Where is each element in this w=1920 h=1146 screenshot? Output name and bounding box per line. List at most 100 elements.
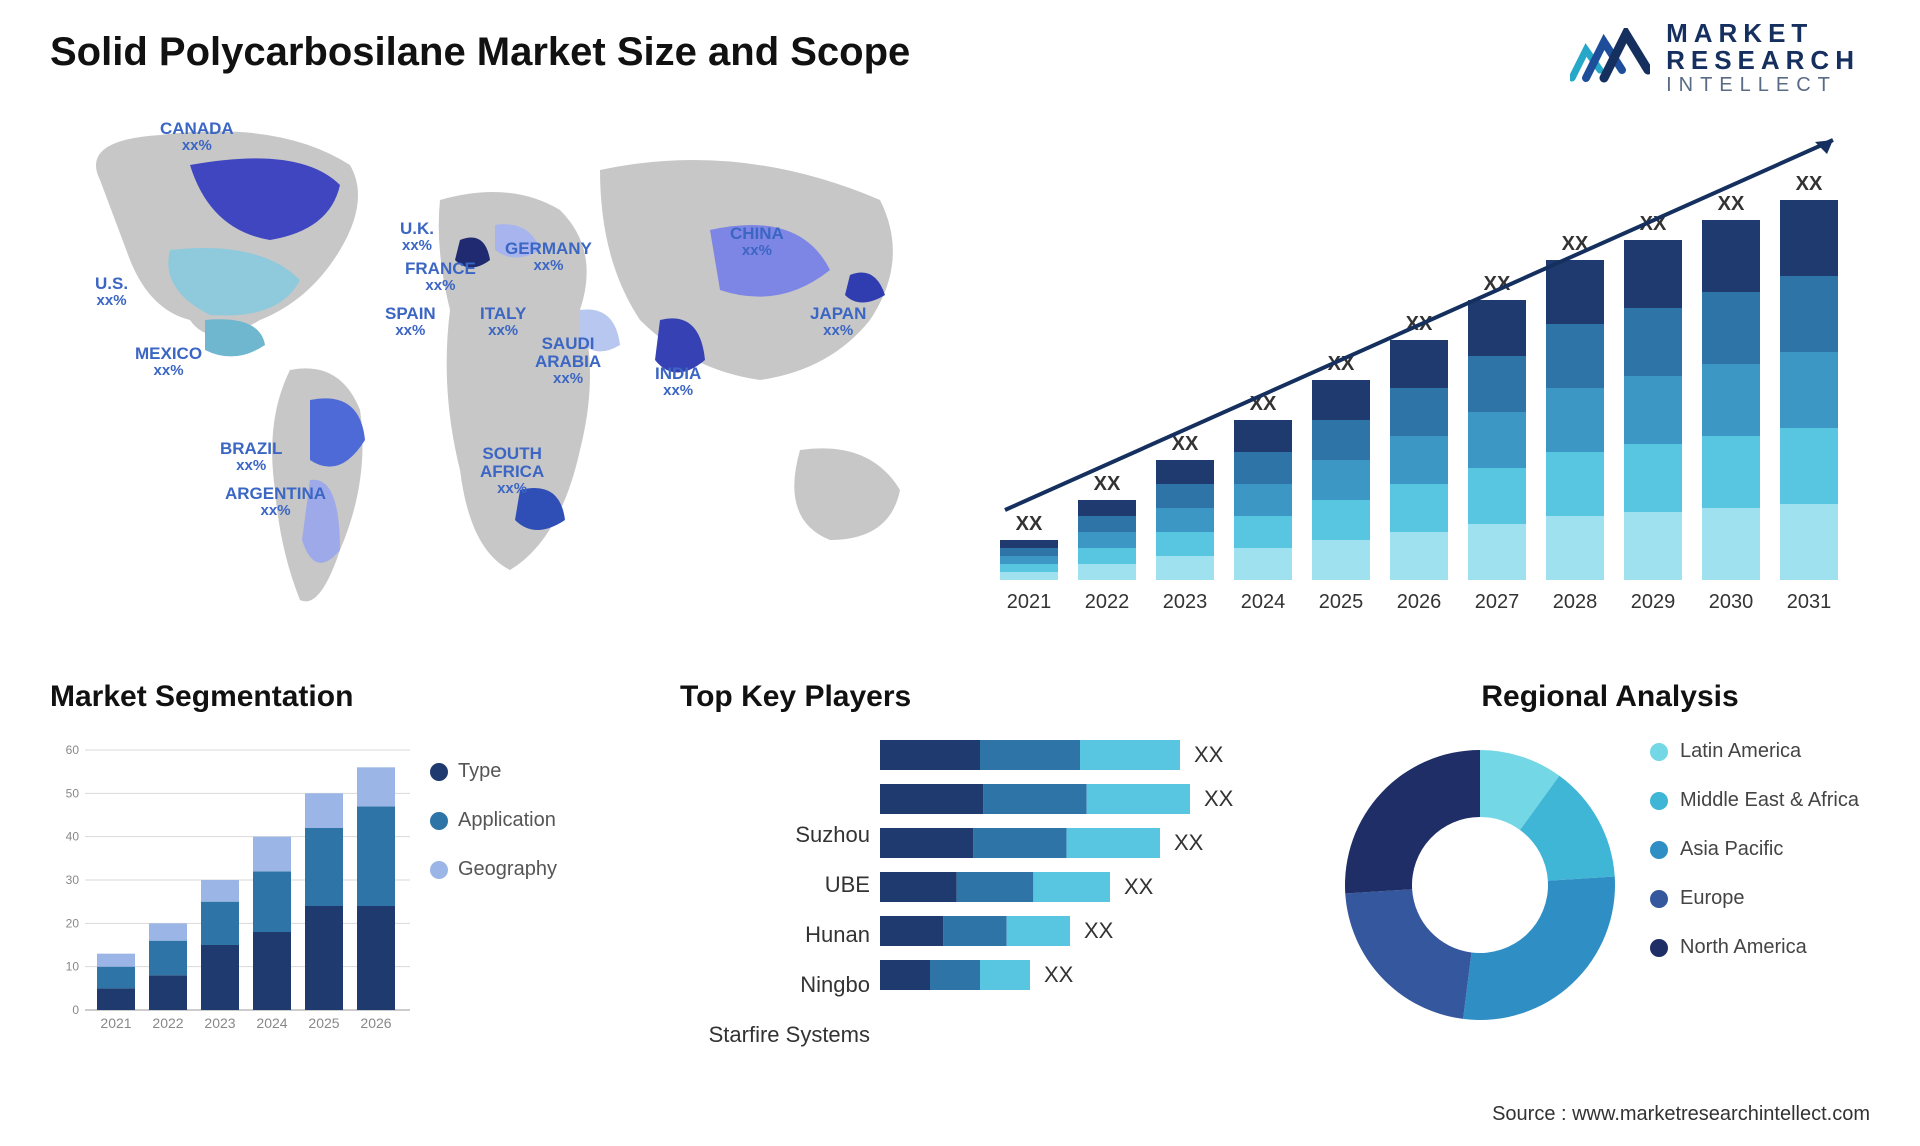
legend-swatch-icon xyxy=(430,861,448,879)
svg-text:2022: 2022 xyxy=(152,1015,183,1031)
legend-label: Geography xyxy=(458,858,557,881)
svg-text:2023: 2023 xyxy=(204,1015,235,1031)
svg-text:XX: XX xyxy=(1084,918,1114,943)
svg-text:2025: 2025 xyxy=(308,1015,339,1031)
map-label: SAUDIARABIAxx% xyxy=(535,335,601,386)
legend-label: Asia Pacific xyxy=(1680,838,1783,861)
segmentation-panel: Market Segmentation 0 10 20 30 40 50 60 2021 202… xyxy=(50,680,610,1060)
player-name: UBE xyxy=(680,870,870,914)
legend-swatch-icon xyxy=(1650,890,1668,908)
legend-swatch-icon xyxy=(1650,792,1668,810)
map-label: INDIAxx% xyxy=(655,365,701,399)
svg-text:XX: XX xyxy=(1016,513,1043,535)
map-label: GERMANYxx% xyxy=(505,240,592,274)
logo-line1: MARKET xyxy=(1666,20,1860,47)
svg-text:50: 50 xyxy=(66,786,80,800)
svg-text:XX: XX xyxy=(1124,874,1154,899)
logo-line2: RESEARCH xyxy=(1666,47,1860,74)
svg-text:2023: 2023 xyxy=(1163,591,1208,613)
legend-item: Application xyxy=(430,809,557,832)
legend-item: North America xyxy=(1650,936,1859,959)
legend-label: Europe xyxy=(1680,887,1745,910)
map-label: U.S.xx% xyxy=(95,275,128,309)
svg-text:0: 0 xyxy=(72,1003,79,1017)
players-chart: XXXXXXXXXXXX xyxy=(880,740,1290,1040)
map-label: SOUTHAFRICAxx% xyxy=(480,445,544,496)
map-label: ITALYxx% xyxy=(480,305,526,339)
svg-text:XX: XX xyxy=(1718,193,1745,215)
legend-swatch-icon xyxy=(1650,743,1668,761)
svg-text:30: 30 xyxy=(66,873,80,887)
player-name xyxy=(680,770,870,814)
player-name: Ningbo xyxy=(680,970,870,1014)
map-label: CANADAxx% xyxy=(160,120,234,154)
regional-donut xyxy=(1330,735,1630,1035)
svg-text:2030: 2030 xyxy=(1709,591,1754,613)
svg-text:2021: 2021 xyxy=(100,1015,131,1031)
regional-panel: Regional Analysis Latin America Middle Ea… xyxy=(1330,680,1890,1060)
legend-item: Middle East & Africa xyxy=(1650,789,1859,812)
segmentation-chart: 0 10 20 30 40 50 60 2021 2022 2023 2024 2025 2026 xyxy=(50,740,410,1040)
map-label: JAPANxx% xyxy=(810,305,866,339)
legend-label: Application xyxy=(458,809,556,832)
svg-text:2026: 2026 xyxy=(1397,591,1442,613)
logo-mark-icon xyxy=(1570,28,1650,88)
map-label: FRANCExx% xyxy=(405,260,476,294)
legend-item: Type xyxy=(430,760,557,783)
regional-title: Regional Analysis xyxy=(1330,680,1890,714)
legend-label: Latin America xyxy=(1680,740,1801,763)
svg-text:60: 60 xyxy=(66,743,80,757)
legend-swatch-icon xyxy=(430,812,448,830)
logo-line3: INTELLECT xyxy=(1666,75,1860,96)
svg-text:XX: XX xyxy=(1796,173,1823,195)
map-label: ARGENTINAxx% xyxy=(225,485,326,519)
legend-swatch-icon xyxy=(430,763,448,781)
svg-text:2025: 2025 xyxy=(1319,591,1364,613)
svg-text:2026: 2026 xyxy=(360,1015,391,1031)
growth-chart: 2021XX2022XX2023XX2024XX2025XX2026XX2027… xyxy=(980,110,1860,630)
map-label: U.K.xx% xyxy=(400,220,434,254)
svg-text:10: 10 xyxy=(66,960,80,974)
map-label: SPAINxx% xyxy=(385,305,436,339)
segmentation-legend: Type Application Geography xyxy=(430,760,557,907)
map-label: BRAZILxx% xyxy=(220,440,282,474)
legend-label: North America xyxy=(1680,936,1807,959)
players-names: Suzhou UBE Hunan Ningbo Starfire Systems xyxy=(680,770,870,1064)
svg-text:XX: XX xyxy=(1174,830,1204,855)
svg-text:2022: 2022 xyxy=(1085,591,1130,613)
page-title: Solid Polycarbosilane Market Size and Sc… xyxy=(50,30,910,75)
svg-text:2028: 2028 xyxy=(1553,591,1598,613)
legend-label: Middle East & Africa xyxy=(1680,789,1859,812)
legend-item: Geography xyxy=(430,858,557,881)
players-title: Top Key Players xyxy=(680,680,1300,714)
svg-text:20: 20 xyxy=(66,916,80,930)
legend-item: Europe xyxy=(1650,887,1859,910)
svg-text:40: 40 xyxy=(66,830,80,844)
svg-text:2027: 2027 xyxy=(1475,591,1520,613)
legend-swatch-icon xyxy=(1650,841,1668,859)
legend-label: Type xyxy=(458,760,501,783)
svg-text:2024: 2024 xyxy=(1241,591,1286,613)
regional-legend: Latin America Middle East & Africa Asia Pa… xyxy=(1650,740,1859,985)
svg-text:XX: XX xyxy=(1172,433,1199,455)
legend-swatch-icon xyxy=(1650,939,1668,957)
svg-text:XX: XX xyxy=(1194,742,1224,767)
player-name: Suzhou xyxy=(680,820,870,864)
brand-logo: MARKET RESEARCH INTELLECT xyxy=(1570,20,1860,96)
segmentation-title: Market Segmentation xyxy=(50,680,610,714)
player-name: Starfire Systems xyxy=(680,1020,870,1064)
player-name: Hunan xyxy=(680,920,870,964)
map-label: CHINAxx% xyxy=(730,225,784,259)
svg-text:XX: XX xyxy=(1204,786,1234,811)
svg-text:2024: 2024 xyxy=(256,1015,287,1031)
players-panel: Top Key Players SuzhouUBEHunanNingboStar… xyxy=(680,680,1300,1060)
source-text: Source : www.marketresearchintellect.com xyxy=(1492,1103,1870,1126)
map-label: MEXICOxx% xyxy=(135,345,202,379)
legend-item: Latin America xyxy=(1650,740,1859,763)
svg-text:2031: 2031 xyxy=(1787,591,1832,613)
legend-item: Asia Pacific xyxy=(1650,838,1859,861)
svg-text:XX: XX xyxy=(1044,962,1074,987)
svg-text:2021: 2021 xyxy=(1007,591,1052,613)
svg-text:XX: XX xyxy=(1094,473,1121,495)
svg-text:2029: 2029 xyxy=(1631,591,1676,613)
